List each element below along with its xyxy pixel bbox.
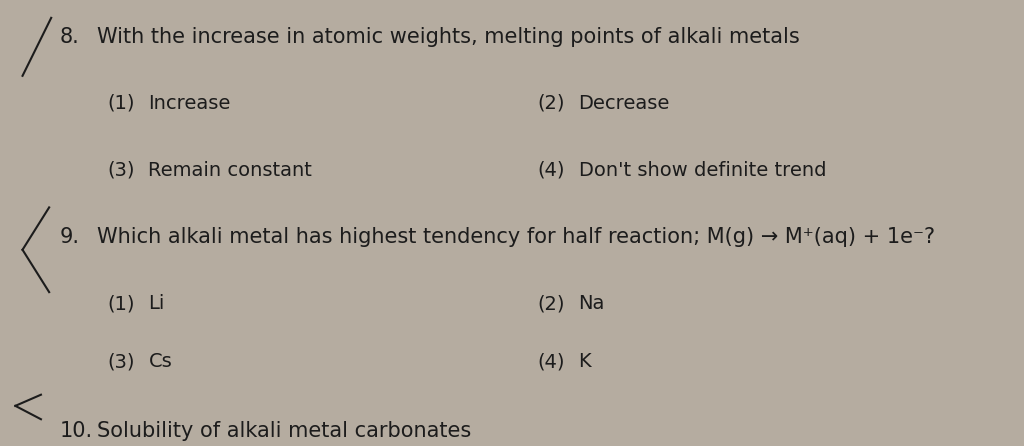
Text: (4): (4) [538,352,565,372]
Text: (4): (4) [538,161,565,180]
Text: 8.: 8. [59,27,79,47]
Text: Don't show definite trend: Don't show definite trend [579,161,826,180]
Text: (3): (3) [108,352,135,372]
Text: 10.: 10. [59,421,92,442]
Text: (3): (3) [108,161,135,180]
Text: Which alkali metal has highest tendency for half reaction; M(g) → M⁺(aq) + 1e⁻?: Which alkali metal has highest tendency … [97,227,935,248]
Text: 9.: 9. [59,227,80,248]
Text: Cs: Cs [148,352,172,372]
Text: Li: Li [148,294,165,314]
Text: Remain constant: Remain constant [148,161,312,180]
Text: Na: Na [579,294,605,314]
Text: Increase: Increase [148,94,230,113]
Text: Solubility of alkali metal carbonates: Solubility of alkali metal carbonates [97,421,471,442]
Text: With the increase in atomic weights, melting points of alkali metals: With the increase in atomic weights, mel… [97,27,800,47]
Text: (2): (2) [538,294,565,314]
Text: (2): (2) [538,94,565,113]
Text: K: K [579,352,591,372]
Text: (1): (1) [108,94,135,113]
Text: Decrease: Decrease [579,94,670,113]
Text: (1): (1) [108,294,135,314]
